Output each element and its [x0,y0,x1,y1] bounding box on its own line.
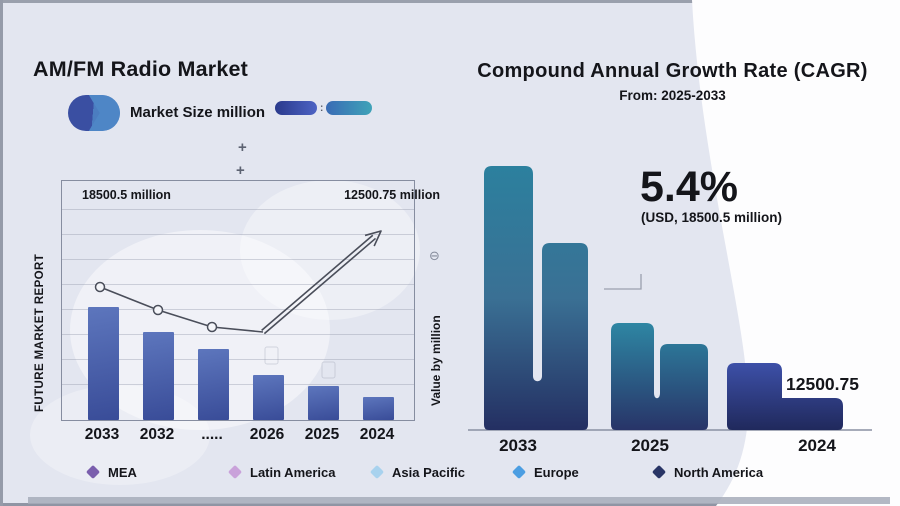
gridline [62,234,414,235]
market-size-pill-icon [68,95,120,131]
market-size-legend-label: Market Size million [130,104,266,121]
future-market-report-label: FUTURE MARKET REPORT [34,253,46,412]
mini-pill-teal-icon [326,101,373,115]
left-chart-bar-2033 [88,307,119,420]
legend-item-mea: MEA [85,464,137,480]
mini-pill-legend: : [275,101,373,115]
left-x-label: 2026 [249,426,285,443]
plus-mark-icon: + [238,139,247,156]
legend-label: MEA [108,464,137,480]
legend-label: Latin America [250,464,336,480]
left-chart-bar-2032 [143,332,174,420]
left-x-label: ..... [201,426,223,443]
gridline [62,334,414,335]
left-x-label: 2033 [84,426,120,443]
right-x-label: 2025 [631,436,669,455]
legend-label: Asia Pacific [392,464,465,480]
legend-item-north-america: North America [651,464,764,480]
gridline [62,359,414,360]
value-axis-label: Value by million [429,315,443,406]
left-x-label: 2024 [359,426,395,443]
left-x-label: 2025 [304,426,340,443]
right-x-label: 2024 [798,436,836,455]
left-chart-bar-2025 [308,386,339,420]
legend-label: North America [674,464,764,480]
white-swoosh-band [692,0,900,506]
legend-diamond-icon [369,464,385,480]
cagr-title: Compound Annual Growth Rate (CAGR) [477,60,868,82]
right-x-label: 2033 [499,436,537,455]
cagr-period: From: 2025-2033 [619,88,726,103]
legend-diamond-icon [651,464,667,480]
page-title: AM/FM Radio Market [33,57,249,81]
legend-diamond-icon [511,464,527,480]
minus-circle-icon: ⊖ [429,248,440,263]
gridline [62,259,414,260]
legend-diamond-icon [85,464,101,480]
right-chart-value-label: 12500.75 [786,374,859,394]
ghost-document-icons [264,346,336,379]
legend-diamond-icon [227,464,243,480]
plus-mark-icon: + [236,162,245,179]
legend-label: Europe [534,464,579,480]
cagr-note: (USD, 18500.5 million) [641,210,783,225]
left-x-label: 2032 [139,426,175,443]
mini-pill-dark-icon [275,101,317,115]
market-size-chart-panel: 18500.5 million 12500.75 million [61,180,440,421]
gridline [62,209,414,210]
chart-annotation-right: 12500.75 million [344,188,440,202]
legend-item-europe: Europe [511,464,579,480]
pill-separator: : [320,102,324,114]
gridline [62,284,414,285]
legend-item-asia-pacific: Asia Pacific [369,464,465,480]
left-chart-bar-..... [198,349,229,420]
legend-item-latin-america: Latin America [227,464,336,480]
chart-annotation-left: 18500.5 million [82,188,171,202]
cagr-value: 5.4% [640,163,739,211]
gridline [62,384,414,385]
left-chart-bar-2026 [253,375,284,420]
bottom-shadow-strip [28,497,890,504]
left-chart-bar-2024 [363,397,394,420]
